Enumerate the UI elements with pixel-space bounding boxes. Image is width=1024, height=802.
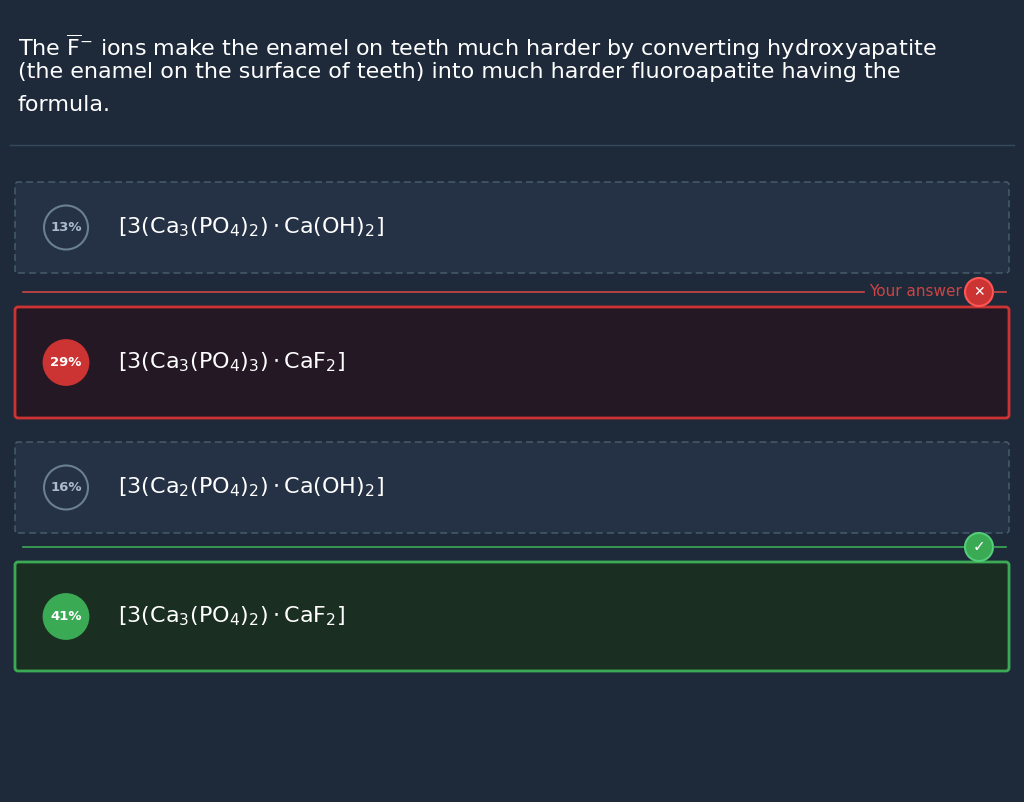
- FancyBboxPatch shape: [15, 442, 1009, 533]
- Circle shape: [965, 278, 993, 306]
- Circle shape: [44, 341, 88, 384]
- Circle shape: [44, 465, 88, 509]
- FancyBboxPatch shape: [15, 182, 1009, 273]
- Circle shape: [44, 205, 88, 249]
- Text: Your answer: Your answer: [869, 285, 962, 299]
- FancyBboxPatch shape: [15, 307, 1009, 418]
- Text: The $\mathregular{\overline{F}}^{-}$ ions make the enamel on teeth much harder b: The $\mathregular{\overline{F}}^{-}$ ion…: [18, 32, 937, 62]
- Text: $\left[3\left(\mathrm{Ca_3(PO_4)_2}\right)\cdot\mathrm{Ca(OH)_2}\right]$: $\left[3\left(\mathrm{Ca_3(PO_4)_2}\righ…: [118, 216, 384, 239]
- Circle shape: [44, 594, 88, 638]
- Text: $\left[3\left(\mathrm{Ca_2(PO_4)_2}\right)\cdot\mathrm{Ca(OH)_2}\right]$: $\left[3\left(\mathrm{Ca_2(PO_4)_2}\righ…: [118, 476, 384, 500]
- Text: $\left[3\left(\mathrm{Ca_3(PO_4)_3}\right)\cdot\mathrm{CaF_2}\right]$: $\left[3\left(\mathrm{Ca_3(PO_4)_3}\righ…: [118, 350, 345, 375]
- Text: $\left[3\left(\mathrm{Ca_3(PO_4)_2}\right)\cdot\mathrm{CaF_2}\right]$: $\left[3\left(\mathrm{Ca_3(PO_4)_2}\righ…: [118, 605, 345, 628]
- Text: ✓: ✓: [973, 540, 985, 554]
- Text: 16%: 16%: [50, 481, 82, 494]
- Text: 13%: 13%: [50, 221, 82, 234]
- FancyBboxPatch shape: [15, 562, 1009, 671]
- Text: formula.: formula.: [18, 95, 111, 115]
- Text: 41%: 41%: [50, 610, 82, 623]
- Text: (the enamel on the surface of teeth) into much harder fluoroapatite having the: (the enamel on the surface of teeth) int…: [18, 62, 900, 82]
- Text: 29%: 29%: [50, 356, 82, 369]
- Circle shape: [965, 533, 993, 561]
- Text: ✕: ✕: [973, 285, 985, 299]
